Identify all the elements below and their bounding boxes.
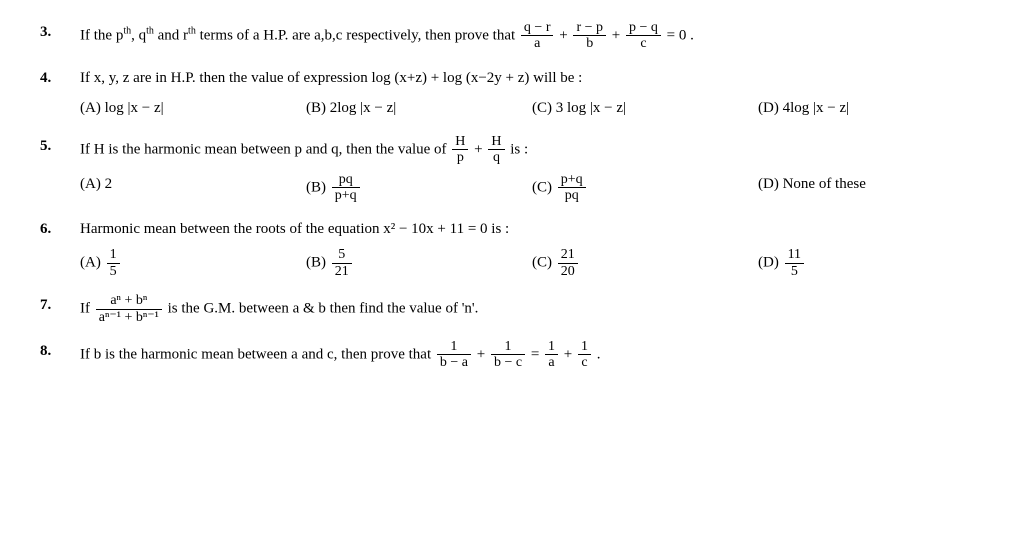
fraction: 521 xyxy=(332,247,352,279)
fraction: 15 xyxy=(107,247,120,279)
options: (A) 2 (B) pqp+q (C) p+qpq (D) None of th… xyxy=(80,172,984,204)
question-body: If b is the harmonic mean between a and … xyxy=(80,339,984,371)
option-d: (D) None of these xyxy=(758,172,984,204)
option-d: (D) 4log |x − z| xyxy=(758,96,984,120)
fraction: pqp+q xyxy=(332,172,360,204)
option-b: (B) pqp+q xyxy=(306,172,532,204)
question-number: 7. xyxy=(40,293,80,325)
option-b: (B) 2log |x − z| xyxy=(306,96,532,120)
option-a: (A) 15 xyxy=(80,247,306,279)
options: (A) 15 (B) 521 (C) 2120 (D) 115 xyxy=(80,247,984,279)
option-c: (C) p+qpq xyxy=(532,172,758,204)
fraction: q − ra xyxy=(521,20,554,52)
question-body: If x, y, z are in H.P. then the value of… xyxy=(80,66,984,120)
question-body: If H is the harmonic mean between p and … xyxy=(80,134,984,204)
fraction: aⁿ + bⁿaⁿ⁻¹ + bⁿ⁻¹ xyxy=(96,293,162,325)
option-c: (C) 2120 xyxy=(532,247,758,279)
question-6: 6. Harmonic mean between the roots of th… xyxy=(40,217,984,279)
question-number: 6. xyxy=(40,217,80,279)
fraction: p+qpq xyxy=(558,172,586,204)
question-7: 7. If aⁿ + bⁿaⁿ⁻¹ + bⁿ⁻¹ is the G.M. bet… xyxy=(40,293,984,325)
fraction: Hq xyxy=(488,134,504,166)
fraction: 1c xyxy=(578,339,591,371)
fraction: p − qc xyxy=(626,20,661,52)
text: If the p xyxy=(80,27,123,43)
question-8: 8. If b is the harmonic mean between a a… xyxy=(40,339,984,371)
question-body: Harmonic mean between the roots of the e… xyxy=(80,217,984,279)
option-a: (A) log |x − z| xyxy=(80,96,306,120)
option-d: (D) 115 xyxy=(758,247,984,279)
fraction: Hp xyxy=(452,134,468,166)
question-number: 4. xyxy=(40,66,80,120)
question-5: 5. If H is the harmonic mean between p a… xyxy=(40,134,984,204)
question-body: If the pth, qth and rth terms of a H.P. … xyxy=(80,20,984,52)
question-4: 4. If x, y, z are in H.P. then the value… xyxy=(40,66,984,120)
options: (A) log |x − z| (B) 2log |x − z| (C) 3 l… xyxy=(80,96,984,120)
fraction: 1b − c xyxy=(491,339,525,371)
question-body: If aⁿ + bⁿaⁿ⁻¹ + bⁿ⁻¹ is the G.M. betwee… xyxy=(80,293,984,325)
question-text: If H is the harmonic mean between p and … xyxy=(80,134,984,166)
option-a: (A) 2 xyxy=(80,172,306,204)
option-c: (C) 3 log |x − z| xyxy=(532,96,758,120)
question-text: Harmonic mean between the roots of the e… xyxy=(80,217,984,241)
question-text: If x, y, z are in H.P. then the value of… xyxy=(80,66,984,90)
question-number: 8. xyxy=(40,339,80,371)
fraction: 1a xyxy=(545,339,558,371)
question-3: 3. If the pth, qth and rth terms of a H.… xyxy=(40,20,984,52)
question-number: 5. xyxy=(40,134,80,204)
fraction: 1b − a xyxy=(437,339,471,371)
fraction: 115 xyxy=(785,247,804,279)
option-b: (B) 521 xyxy=(306,247,532,279)
fraction: 2120 xyxy=(558,247,578,279)
fraction: r − pb xyxy=(573,20,606,52)
question-number: 3. xyxy=(40,20,80,52)
